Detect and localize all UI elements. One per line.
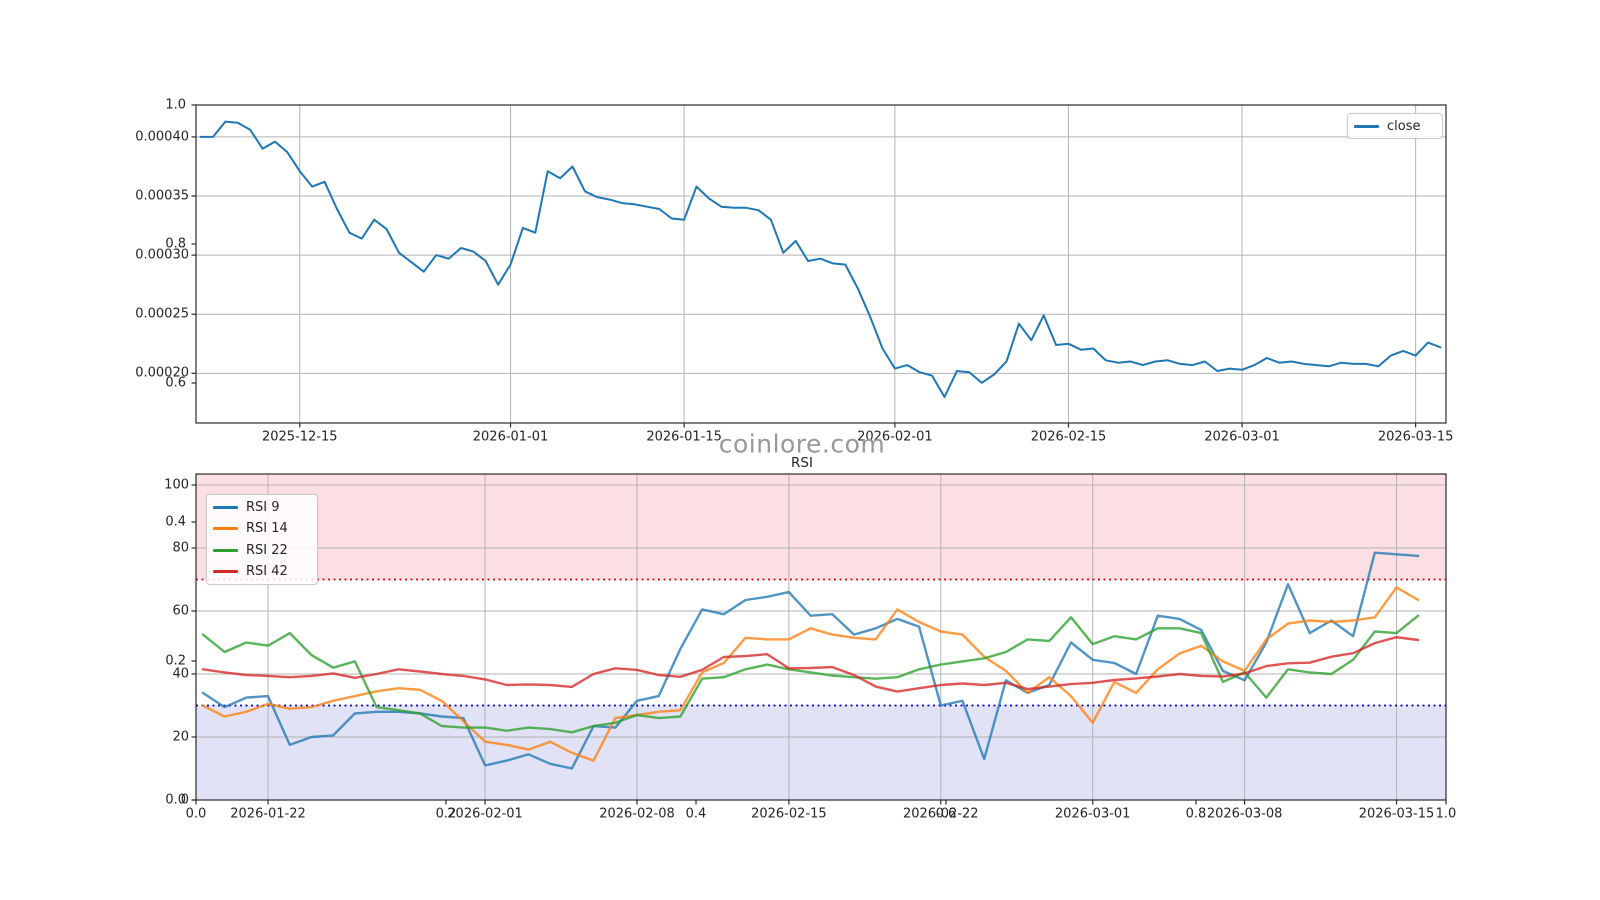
rsi-y-tick-label: 60 <box>172 603 189 619</box>
rsi-x-tick-label: 2026-02-08 <box>599 806 675 822</box>
close-line-sample <box>1354 124 1379 128</box>
rsi-y-tick-label: 20 <box>172 729 189 745</box>
rsi-x-tick-label: 2026-02-22 <box>903 806 979 822</box>
rsi42-legend-label: RSI 42 <box>246 563 288 579</box>
background-y-tick-label: 0.6 <box>165 375 186 391</box>
background-x-tick-label: 0.0 <box>185 806 207 822</box>
background-y-tick-label: 0.0 <box>165 792 186 808</box>
rsi-y-tick-label: 40 <box>172 666 189 682</box>
background-x-tick-label: 0.2 <box>435 806 457 822</box>
rsi-y-tick-label: 0 <box>180 792 189 808</box>
rsi9-legend-label: RSI 9 <box>246 500 280 516</box>
rsi-y-tick-label: 100 <box>164 477 189 493</box>
rsi-x-tick-label: 2026-03-15 <box>1358 806 1435 822</box>
background-y-tick-label: 0.4 <box>165 514 186 530</box>
rsi-x-tick-label: 2026-03-08 <box>1206 806 1283 822</box>
rsi9-line-sample <box>213 506 238 510</box>
price-x-tick-label: 2026-02-01 <box>857 429 933 445</box>
rsi-legend[interactable]: RSI 9 RSI 14 RSI 22 RSI 42 <box>206 494 318 585</box>
background-x-tick-label: 1.0 <box>1435 806 1457 822</box>
background-x-tick-label: 0.8 <box>1185 806 1207 822</box>
rsi-legend-item-rsi9[interactable]: RSI 9 <box>213 498 311 518</box>
price-x-tick-label: 2026-02-15 <box>1030 429 1107 445</box>
price-x-tick-label: 2026-03-15 <box>1377 429 1454 445</box>
price-legend[interactable]: close <box>1347 113 1443 139</box>
rsi-x-tick-label: 2026-02-15 <box>751 806 827 822</box>
rsi-legend-item-rsi22[interactable]: RSI 22 <box>213 540 311 560</box>
price-legend-label: close <box>1387 118 1421 134</box>
rsi14-line-sample <box>213 527 238 531</box>
price-y-tick-label: 0.00020 <box>135 365 189 381</box>
price-y-tick-label: 0.00040 <box>135 129 189 145</box>
price-x-tick-label: 2025-12-15 <box>261 429 338 445</box>
background-y-tick-label: 0.2 <box>165 653 186 669</box>
background-y-tick-label: 0.8 <box>165 236 186 252</box>
rsi-x-tick-label: 2026-01-22 <box>230 806 306 822</box>
rsi-x-tick-label: 2026-02-01 <box>447 806 523 822</box>
rsi-panel-title: RSI <box>791 455 813 471</box>
rsi-legend-item-rsi14[interactable]: RSI 14 <box>213 519 311 539</box>
rsi14-legend-label: RSI 14 <box>246 521 288 537</box>
watermark: coinlore.com <box>718 429 886 459</box>
rsi-x-tick-label: 2026-03-01 <box>1054 806 1131 822</box>
price-x-tick-label: 2026-01-01 <box>472 429 549 445</box>
rsi22-legend-label: RSI 22 <box>246 542 288 558</box>
background-x-tick-label: 0.6 <box>935 806 957 822</box>
price-y-tick-label: 0.00030 <box>135 247 189 263</box>
price-x-tick-label: 2026-03-01 <box>1204 429 1280 445</box>
rsi-legend-item-rsi42[interactable]: RSI 42 <box>213 561 311 581</box>
rsi-y-tick-label: 80 <box>172 540 189 556</box>
rsi22-line-sample <box>213 548 238 552</box>
background-y-tick-label: 1.0 <box>165 97 186 113</box>
price-x-tick-label: 2026-01-15 <box>646 429 722 445</box>
price-y-tick-label: 0.00025 <box>135 306 189 322</box>
price-y-tick-label: 0.00035 <box>135 188 189 204</box>
background-x-tick-label: 0.4 <box>685 806 707 822</box>
rsi42-line-sample <box>213 569 238 573</box>
